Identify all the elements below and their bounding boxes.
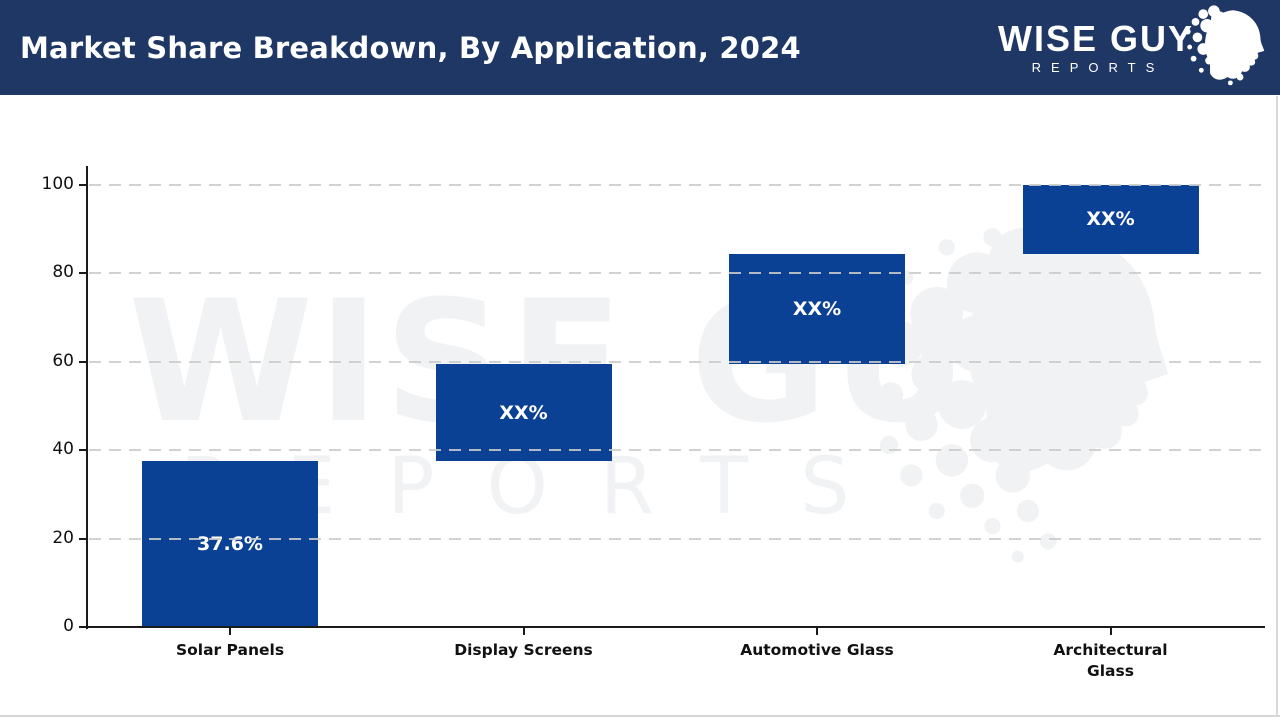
y-tick-label-40: 40 xyxy=(52,439,74,460)
y-tick-label-0: 0 xyxy=(63,616,74,636)
bar-value-label-display-screens: XX% xyxy=(499,401,548,424)
x-tick-solar-panels xyxy=(229,628,231,635)
brand-name: WISE GUY xyxy=(997,17,1194,59)
gridline-40 xyxy=(89,449,1262,452)
figure-bottom-border xyxy=(0,715,1280,717)
y-tick-20 xyxy=(79,537,87,540)
y-tick-0 xyxy=(79,626,87,628)
y-tick-label-100: 100 xyxy=(41,174,74,194)
bar-automotive-glass: XX% xyxy=(729,253,905,365)
x-tick-label-automotive-glass: Automotive Glass xyxy=(740,641,894,659)
brand-subtitle: REPORTS xyxy=(1031,59,1165,75)
y-axis-line xyxy=(86,166,88,629)
x-tick-label-display-screens: Display Screens xyxy=(454,641,593,659)
chart-title: Market Share Breakdown, By Application, … xyxy=(20,30,801,65)
header-bar: Market Share Breakdown, By Application, … xyxy=(0,0,1280,95)
brand-logo: WISE GUY REPORTS xyxy=(998,3,1280,93)
y-tick-60 xyxy=(79,360,87,363)
y-tick-label-80: 80 xyxy=(52,262,74,283)
x-tick-label-solar-panels: Solar Panels xyxy=(175,641,285,659)
y-tick-40 xyxy=(79,449,87,452)
brand-face-icon xyxy=(1184,4,1265,85)
bar-display-screens: XX% xyxy=(435,364,612,461)
bar-value-label-architectural-glass: XX% xyxy=(1086,208,1135,231)
bar-value-label-solar-panels: 37.6% xyxy=(197,532,263,555)
watermark-face-icon xyxy=(875,228,1168,563)
brand-logo-text: WISE GUY REPORTS xyxy=(997,17,1194,75)
bar-value-label-automotive-glass: XX% xyxy=(792,298,842,321)
figure-right-border xyxy=(1276,96,1278,717)
gridline-20 xyxy=(89,537,1262,540)
bar-solar-panels: 37.6% xyxy=(142,460,318,627)
gridline-80 xyxy=(89,272,1262,275)
x-tick-display-screens xyxy=(522,628,525,635)
x-axis-line xyxy=(86,626,1265,628)
gridline-60 xyxy=(89,360,1262,363)
bar-architectural-glass: XX% xyxy=(1022,185,1199,254)
y-tick-100 xyxy=(79,184,87,186)
y-tick-80 xyxy=(79,272,87,275)
y-tick-label-60: 60 xyxy=(52,350,74,371)
gridline-100 xyxy=(89,184,1262,186)
x-tick-label-architectural-glass: Architectural Glass xyxy=(1053,641,1168,680)
y-tick-label-20: 20 xyxy=(52,527,74,548)
x-tick-architectural-glass xyxy=(1109,628,1112,635)
x-tick-automotive-glass xyxy=(816,628,818,635)
